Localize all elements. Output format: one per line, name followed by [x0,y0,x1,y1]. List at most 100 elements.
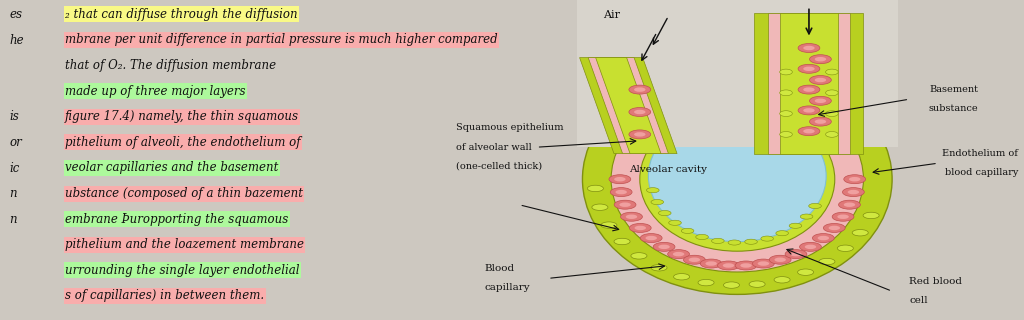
Ellipse shape [798,44,820,52]
Ellipse shape [839,200,860,209]
Ellipse shape [651,265,667,271]
Ellipse shape [790,223,802,228]
Ellipse shape [634,132,645,137]
Ellipse shape [785,250,807,259]
Ellipse shape [629,85,650,94]
Text: embrane Þuropporting the squamous: embrane Þuropporting the squamous [65,213,288,226]
Ellipse shape [848,190,859,194]
Ellipse shape [843,188,864,196]
Ellipse shape [825,69,839,75]
Ellipse shape [761,236,773,241]
Ellipse shape [651,199,664,204]
Ellipse shape [668,250,689,259]
Text: pithelium and the loazement membrane: pithelium and the loazement membrane [65,238,304,251]
Ellipse shape [583,64,892,294]
Ellipse shape [626,214,637,219]
Ellipse shape [588,185,603,192]
Ellipse shape [712,238,724,244]
Text: he: he [9,34,25,46]
Text: n: n [9,213,17,226]
Ellipse shape [758,261,769,266]
Text: pithelium of alveoli, the endothelium of: pithelium of alveoli, the endothelium of [65,136,301,149]
Text: or: or [9,136,23,149]
Ellipse shape [620,203,631,207]
Text: figure 17.4) namely, the thin squamous: figure 17.4) namely, the thin squamous [65,110,299,123]
Text: ₂ that can diffuse through the diffusion: ₂ that can diffuse through the diffusion [65,8,298,21]
Polygon shape [588,58,669,154]
Text: ubstance (composed of a thin bazement: ubstance (composed of a thin bazement [65,187,303,200]
Ellipse shape [609,175,631,184]
Ellipse shape [658,244,670,249]
Ellipse shape [803,87,815,92]
Ellipse shape [723,282,739,288]
Text: blood capillary: blood capillary [945,168,1018,177]
Ellipse shape [614,177,626,181]
Text: Squamous epithelium: Squamous epithelium [457,124,564,132]
Ellipse shape [658,211,671,216]
Ellipse shape [803,46,815,50]
Ellipse shape [728,240,740,245]
Ellipse shape [634,87,645,92]
Ellipse shape [646,188,659,193]
Ellipse shape [800,214,813,219]
Ellipse shape [700,259,722,268]
Ellipse shape [645,236,657,240]
Text: mbrane per unit difference in partial pressure is much higher compared: mbrane per unit difference in partial pr… [65,34,498,46]
Ellipse shape [681,228,694,233]
Ellipse shape [844,175,865,184]
Ellipse shape [673,252,684,256]
Ellipse shape [791,252,802,256]
Ellipse shape [695,235,709,240]
Ellipse shape [810,55,831,64]
Ellipse shape [779,90,793,96]
Text: s of capillaries) in between them.: s of capillaries) in between them. [65,290,264,302]
Ellipse shape [614,238,630,245]
Ellipse shape [805,244,816,249]
Text: veolar capillaries and the basement: veolar capillaries and the basement [65,162,279,174]
Ellipse shape [838,214,849,219]
Ellipse shape [825,90,839,96]
Ellipse shape [735,261,757,270]
Text: substance: substance [929,104,978,113]
Ellipse shape [800,242,821,251]
Ellipse shape [674,274,689,280]
Ellipse shape [640,107,835,251]
Ellipse shape [610,188,632,196]
Text: Endothelium of: Endothelium of [942,149,1018,158]
Ellipse shape [601,222,616,228]
Ellipse shape [798,269,814,276]
Ellipse shape [833,212,854,221]
Ellipse shape [819,258,835,265]
Ellipse shape [823,223,845,232]
Ellipse shape [614,200,636,209]
Text: of alveolar wall: of alveolar wall [457,143,532,152]
Ellipse shape [689,258,700,262]
Text: Alveolar cavity: Alveolar cavity [630,165,708,174]
Polygon shape [780,13,838,154]
Ellipse shape [779,111,793,116]
Ellipse shape [774,258,785,262]
Ellipse shape [615,190,627,194]
Ellipse shape [817,236,829,240]
Ellipse shape [798,106,820,115]
Ellipse shape [844,203,855,207]
Text: (one-celled thick): (one-celled thick) [457,162,543,171]
Polygon shape [580,58,677,154]
Ellipse shape [611,86,863,272]
Ellipse shape [810,96,831,105]
Ellipse shape [798,64,820,73]
Text: capillary: capillary [485,284,530,292]
Ellipse shape [698,279,714,286]
Polygon shape [755,13,863,154]
Ellipse shape [815,99,826,103]
Ellipse shape [779,69,793,75]
Ellipse shape [810,117,831,126]
Text: urrounding the single layer endothelial: urrounding the single layer endothelial [65,264,299,277]
Ellipse shape [631,253,647,259]
Ellipse shape [592,204,608,211]
Ellipse shape [849,177,860,181]
Ellipse shape [669,220,681,225]
Text: that of O₂. The diffusion membrane: that of O₂. The diffusion membrane [65,59,276,72]
Ellipse shape [828,226,840,230]
Ellipse shape [825,132,839,137]
